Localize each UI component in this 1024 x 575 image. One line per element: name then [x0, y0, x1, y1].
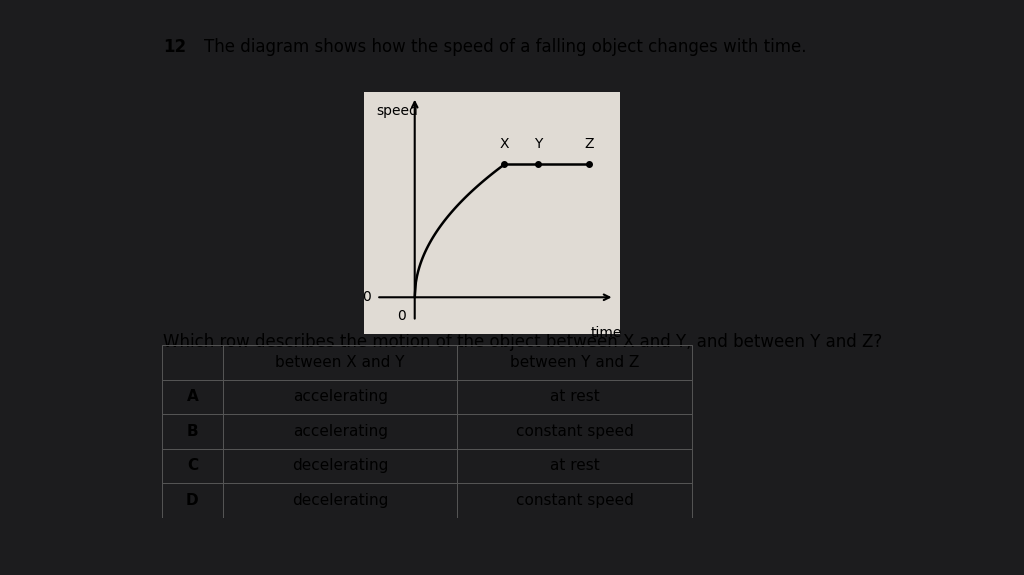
Text: X: X: [500, 137, 509, 151]
Bar: [223, 345, 458, 380]
Text: constant speed: constant speed: [515, 424, 634, 439]
Bar: [458, 414, 691, 448]
Text: accelerating: accelerating: [293, 389, 388, 404]
Bar: [162, 414, 223, 448]
Bar: [223, 483, 458, 518]
Bar: [223, 448, 458, 483]
Text: C: C: [186, 458, 198, 473]
Text: between X and Y: between X and Y: [275, 355, 404, 370]
Bar: [458, 380, 691, 414]
Text: constant speed: constant speed: [515, 493, 634, 508]
Bar: [223, 380, 458, 414]
Text: A: A: [186, 389, 199, 404]
Text: The diagram shows how the speed of a falling object changes with time.: The diagram shows how the speed of a fal…: [204, 38, 806, 56]
Text: B: B: [186, 424, 199, 439]
Bar: [162, 345, 223, 380]
Text: Z: Z: [584, 137, 594, 151]
Text: 0: 0: [397, 309, 407, 323]
Text: accelerating: accelerating: [293, 424, 388, 439]
Text: decelerating: decelerating: [292, 493, 388, 508]
Text: at rest: at rest: [550, 389, 599, 404]
Bar: [458, 448, 691, 483]
Bar: [162, 483, 223, 518]
Bar: [223, 414, 458, 448]
Text: at rest: at rest: [550, 458, 599, 473]
Bar: [162, 448, 223, 483]
Bar: [458, 345, 691, 380]
Text: between Y and Z: between Y and Z: [510, 355, 639, 370]
Text: time: time: [591, 326, 623, 340]
Bar: [162, 380, 223, 414]
Text: D: D: [186, 493, 199, 508]
Text: decelerating: decelerating: [292, 458, 388, 473]
Text: 12: 12: [163, 38, 186, 56]
Text: Y: Y: [534, 137, 543, 151]
Text: speed: speed: [377, 104, 418, 118]
Text: Which row describes the motion of the object between X and Y, and between Y and : Which row describes the motion of the ob…: [163, 333, 883, 351]
Text: 0: 0: [362, 290, 371, 304]
Bar: [458, 483, 691, 518]
